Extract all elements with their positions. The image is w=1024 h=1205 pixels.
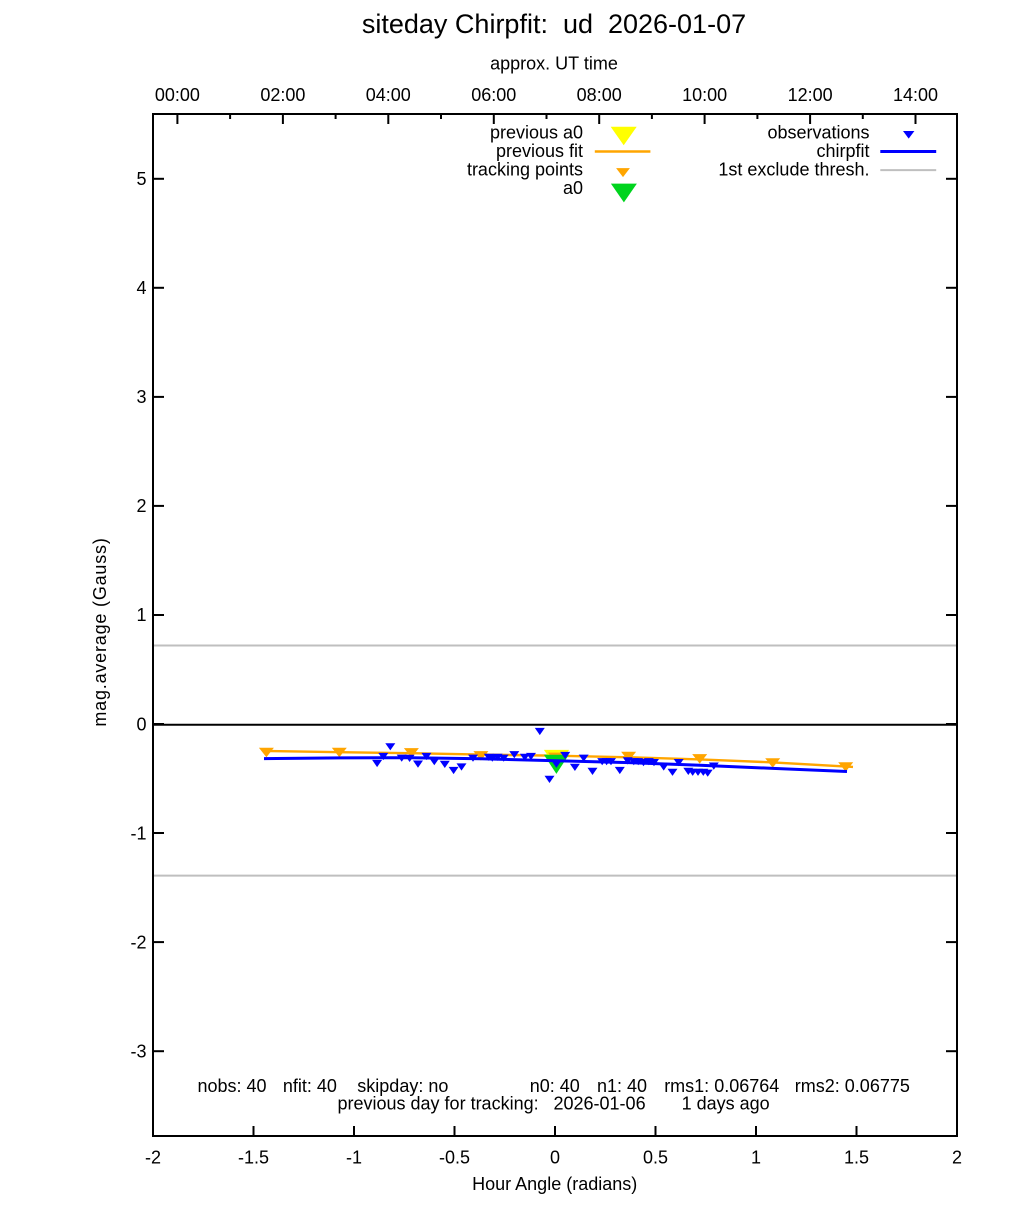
svg-text:chirpfit: chirpfit: [816, 141, 869, 161]
svg-text:rms2: 0.06775: rms2: 0.06775: [795, 1076, 910, 1096]
svg-text:mag.average (Gauss): mag.average (Gauss): [90, 537, 110, 726]
svg-text:-3: -3: [130, 1042, 146, 1062]
svg-text:12:00: 12:00: [788, 85, 833, 105]
svg-text:0: 0: [136, 714, 146, 734]
svg-text:1st exclude thresh.: 1st exclude thresh.: [718, 160, 869, 180]
svg-text:siteday Chirpfit: ud 2026-01: siteday Chirpfit: ud 2026-01-07: [362, 9, 746, 39]
svg-text:0: 0: [550, 1148, 560, 1168]
svg-text:-1: -1: [130, 823, 146, 843]
svg-text:4: 4: [136, 278, 146, 298]
svg-text:2: 2: [136, 496, 146, 516]
svg-text:nfit: 40: nfit: 40: [283, 1076, 337, 1096]
svg-text:06:00: 06:00: [471, 85, 516, 105]
svg-text:1: 1: [751, 1148, 761, 1168]
svg-text:rms1: 0.06764: rms1: 0.06764: [664, 1076, 779, 1096]
svg-text:2026-01-06: 2026-01-06: [554, 1094, 646, 1114]
svg-text:00:00: 00:00: [155, 85, 200, 105]
svg-text:02:00: 02:00: [260, 85, 305, 105]
svg-text:1: 1: [136, 605, 146, 625]
svg-text:Hour Angle (radians): Hour Angle (radians): [472, 1174, 637, 1194]
svg-text:04:00: 04:00: [366, 85, 411, 105]
svg-text:skipday: no: skipday: no: [357, 1076, 448, 1096]
svg-text:a0: a0: [563, 178, 583, 198]
svg-text:0.5: 0.5: [643, 1148, 668, 1168]
svg-text:14:00: 14:00: [893, 85, 938, 105]
svg-text:previous day for tracking:: previous day for tracking:: [338, 1094, 539, 1114]
svg-text:nobs: 40: nobs: 40: [198, 1076, 267, 1096]
svg-text:-0.5: -0.5: [439, 1148, 470, 1168]
svg-text:-2: -2: [145, 1148, 161, 1168]
svg-text:3: 3: [136, 387, 146, 407]
svg-text:previous a0: previous a0: [490, 122, 583, 142]
svg-text:n0: 40: n0: 40: [530, 1076, 580, 1096]
svg-text:10:00: 10:00: [682, 85, 727, 105]
svg-text:n1: 40: n1: 40: [597, 1076, 647, 1096]
svg-text:observations: observations: [767, 122, 869, 142]
svg-text:approx. UT time: approx. UT time: [490, 54, 618, 74]
svg-text:5: 5: [136, 169, 146, 189]
svg-text:08:00: 08:00: [577, 85, 622, 105]
svg-text:-1: -1: [346, 1148, 362, 1168]
svg-text:-1.5: -1.5: [238, 1148, 269, 1168]
svg-text:previous fit: previous fit: [496, 141, 583, 161]
svg-text:-2: -2: [130, 932, 146, 952]
svg-text:2: 2: [952, 1148, 962, 1168]
svg-text:1 days ago: 1 days ago: [682, 1094, 770, 1114]
svg-text:tracking points: tracking points: [467, 160, 583, 180]
svg-text:1.5: 1.5: [844, 1148, 869, 1168]
